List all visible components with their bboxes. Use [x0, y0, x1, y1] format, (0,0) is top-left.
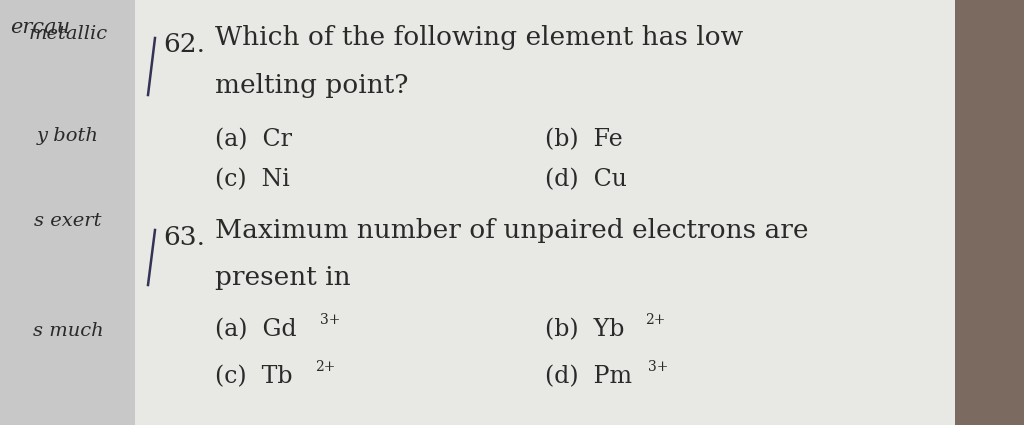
Text: Maximum number of unpaired electrons are: Maximum number of unpaired electrons are	[215, 218, 809, 243]
Text: 2+: 2+	[315, 360, 336, 374]
Text: (c)  Ni: (c) Ni	[215, 168, 290, 191]
Text: (c)  Tb: (c) Tb	[215, 365, 293, 388]
Text: 2+: 2+	[645, 313, 666, 327]
Text: present in: present in	[215, 265, 350, 290]
Text: (b)  Yb: (b) Yb	[545, 318, 625, 341]
Bar	[135, 0, 955, 425]
Text: (d)  Cu: (d) Cu	[545, 168, 627, 191]
Text: s exert: s exert	[34, 212, 101, 230]
Text: s much: s much	[33, 323, 103, 340]
Text: ercau: ercau	[10, 18, 70, 37]
Text: melting point?: melting point?	[215, 73, 409, 98]
Text: 62.: 62.	[163, 32, 205, 57]
Text: 3+: 3+	[648, 360, 669, 374]
Text: (b)  Fe: (b) Fe	[545, 128, 623, 151]
Text: metallic: metallic	[29, 25, 108, 43]
Text: (a)  Cr: (a) Cr	[215, 128, 292, 151]
Text: y both: y both	[37, 127, 99, 145]
Text: 3+: 3+	[319, 313, 340, 327]
Text: Which of the following element has low: Which of the following element has low	[215, 25, 743, 50]
Text: (d)  Pm: (d) Pm	[545, 365, 632, 388]
Bar	[955, 0, 1024, 425]
Bar	[0, 0, 135, 425]
Text: 63.: 63.	[163, 225, 205, 250]
Text: (a)  Gd: (a) Gd	[215, 318, 297, 341]
